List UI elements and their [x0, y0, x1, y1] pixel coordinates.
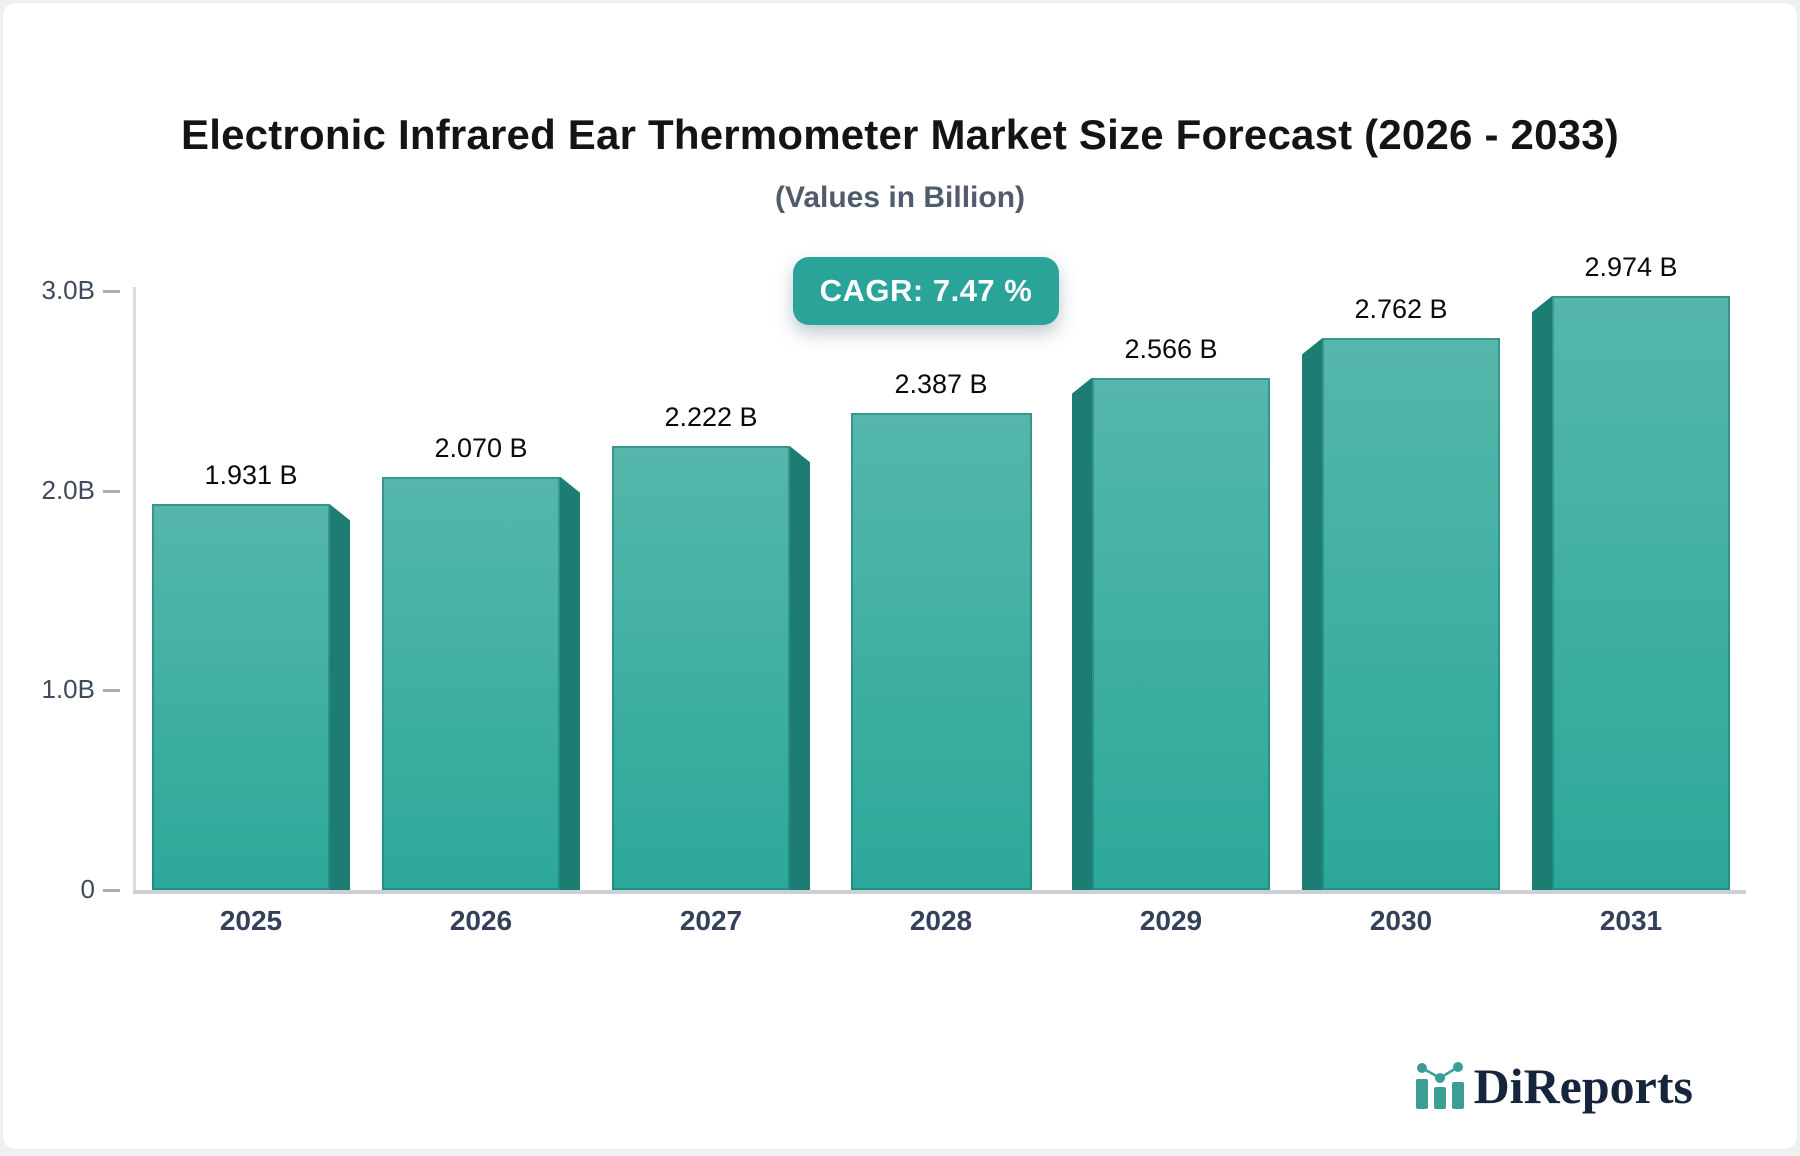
y-axis-tick-label: 3.0B: [41, 274, 96, 305]
bar-value-label: 1.931 B: [204, 460, 298, 491]
cagr-badge-label: CAGR: 7.47 %: [819, 273, 1033, 308]
bar: [1092, 377, 1270, 890]
bar: [382, 476, 560, 890]
bar: [1552, 296, 1730, 890]
y-axis-tick-label: 2.0B: [41, 474, 96, 505]
x-axis-tick-label: 2028: [909, 905, 973, 936]
y-axis-tick-mark: [103, 889, 120, 892]
bar-value-label: 2.222 B: [664, 402, 758, 433]
x-axis-tick-label: 2031: [1599, 905, 1663, 936]
chart-subtitle: (Values in Billion): [774, 181, 1026, 214]
x-axis-tick-label: 2030: [1369, 905, 1433, 936]
cagr-badge: CAGR: 7.47 %: [793, 257, 1059, 325]
x-axis-line: [133, 890, 1746, 894]
bar-3d-side: [1302, 338, 1322, 890]
bar: [850, 413, 1032, 890]
direports-logo: DiReports: [1414, 1055, 1693, 1111]
bar-3d-side: [1072, 377, 1092, 890]
y-axis-tick-mark: [103, 689, 120, 693]
bar-value-label: 2.974 B: [1584, 252, 1678, 283]
bar: [1322, 338, 1500, 890]
bar-3d-side: [1532, 296, 1552, 890]
logo-text: DiReports: [1473, 1058, 1693, 1114]
bar-value-label: 2.070 B: [434, 432, 528, 463]
bar-value-label: 2.762 B: [1354, 294, 1448, 325]
bar-value-label: 2.566 B: [1124, 333, 1218, 364]
y-axis-tick-label: 1.0B: [41, 674, 96, 705]
y-axis-tick-mark: [103, 489, 120, 493]
y-axis-tick-label: 0: [80, 874, 95, 904]
bar-3d-side: [330, 504, 350, 890]
bar-3d-side: [560, 476, 580, 890]
mini-bar-line-chart-icon: [1415, 1062, 1464, 1109]
x-axis-tick-label: 2026: [449, 905, 513, 936]
y-axis-line: [133, 287, 136, 894]
bar-3d-side: [790, 446, 810, 890]
x-axis-tick-label: 2025: [219, 905, 283, 936]
bar: [152, 504, 330, 890]
x-axis-tick-label: 2027: [679, 905, 743, 936]
x-axis-tick-label: 2029: [1139, 905, 1203, 936]
chart-card: Electronic Infrared Ear Thermometer Mark…: [3, 3, 1797, 1149]
chart-title: Electronic Infrared Ear Thermometer Mark…: [181, 111, 1619, 158]
y-axis-tick-mark: [103, 289, 120, 293]
bar-value-label: 2.387 B: [894, 369, 988, 400]
bar: [612, 446, 790, 890]
